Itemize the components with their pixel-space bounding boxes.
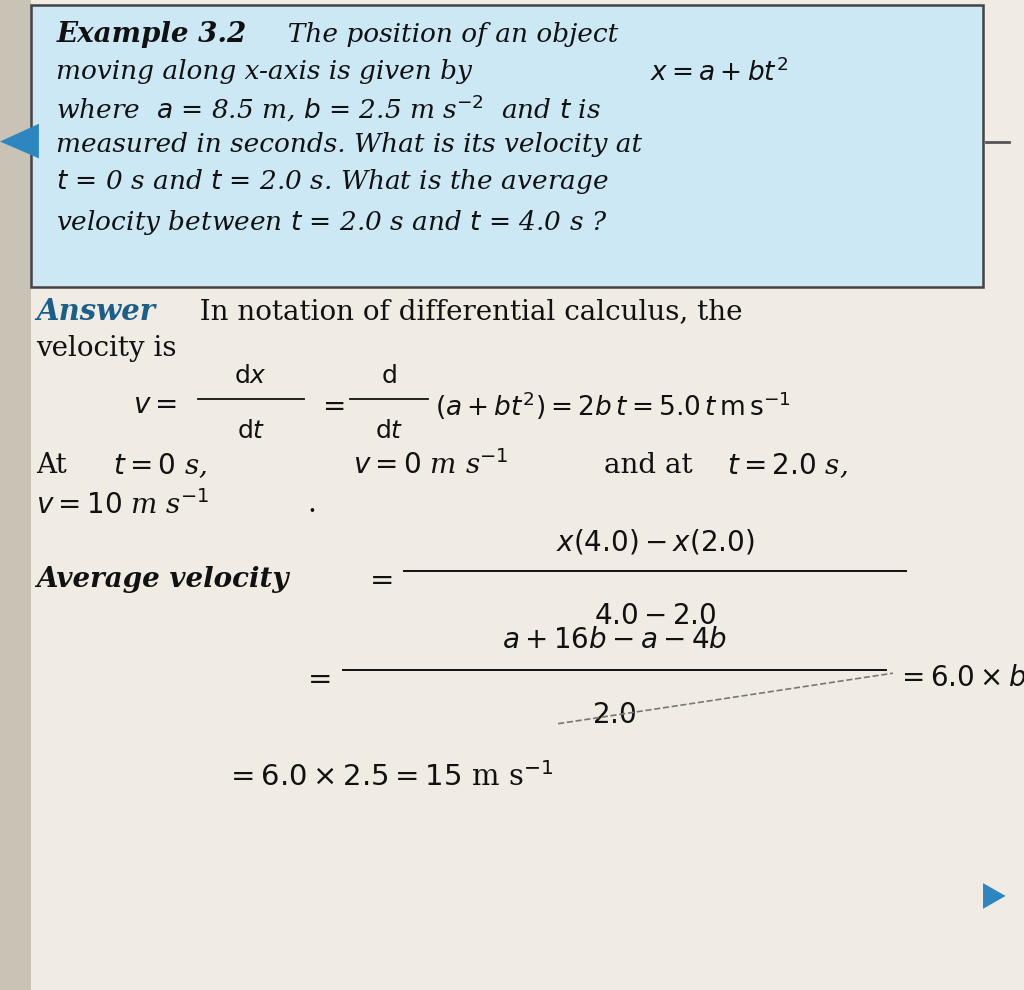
Text: velocity between $t$ = 2.0 s and $t$ = 4.0 s ?: velocity between $t$ = 2.0 s and $t$ = 4… [56,208,607,238]
Text: $t = 2.0$ s,: $t = 2.0$ s, [727,450,848,480]
Text: $v =$: $v =$ [133,392,177,420]
Text: $=$: $=$ [364,565,392,593]
Text: $= 6.0 \times b$: $= 6.0 \times b$ [896,664,1024,692]
Text: $t$ = 0 s and $t$ = 2.0 s. What is the average: $t$ = 0 s and $t$ = 2.0 s. What is the a… [56,166,609,196]
Text: $v = 0$ m s$^{-1}$: $v = 0$ m s$^{-1}$ [353,450,509,480]
Text: $2.0$: $2.0$ [592,702,637,730]
Text: velocity is: velocity is [36,335,176,362]
Text: $=$: $=$ [302,664,331,692]
Text: Average velocity: Average velocity [36,565,289,593]
Text: Answer: Answer [36,297,155,327]
Polygon shape [0,124,39,158]
Text: $\mathrm{d}t$: $\mathrm{d}t$ [237,420,265,444]
Text: $a + 16b - a - 4b$: $a + 16b - a - 4b$ [502,627,727,654]
Text: $(a + bt^2) = 2b\,t = 5.0\,t\,\mathrm{m\,s}^{-1}$: $(a + bt^2) = 2b\,t = 5.0\,t\,\mathrm{m\… [435,390,791,422]
Bar [31,5,983,287]
Text: $t = 0$ s,: $t = 0$ s, [113,450,207,480]
Text: $\mathrm{d}$: $\mathrm{d}$ [381,364,397,388]
Text: $= 6.0 \times 2.5 = 15$ m s$^{-1}$: $= 6.0 \times 2.5 = 15$ m s$^{-1}$ [225,762,554,792]
Text: and at: and at [604,451,693,479]
Text: $v = 10$ m s$^{-1}$: $v = 10$ m s$^{-1}$ [36,490,209,520]
Text: where  $a$ = 8.5 m, $b$ = 2.5 m s$^{-2}$  and $t$ is: where $a$ = 8.5 m, $b$ = 2.5 m s$^{-2}$ … [56,92,601,124]
Text: Example 3.2: Example 3.2 [56,21,247,49]
Text: The position of an object: The position of an object [271,22,618,48]
Text: $\mathrm{d}x$: $\mathrm{d}x$ [234,364,267,388]
Polygon shape [983,883,1006,909]
Bar [0,0,31,990]
Text: At: At [36,451,67,479]
Text: $4.0 - 2.0$: $4.0 - 2.0$ [594,603,717,631]
Text: measured in seconds. What is its velocity at: measured in seconds. What is its velocit… [56,132,642,157]
Text: $\mathrm{d}t$: $\mathrm{d}t$ [375,420,403,444]
Text: moving along x-axis is given by: moving along x-axis is given by [56,58,472,84]
Text: $x(4.0) - x(2.0)$: $x(4.0) - x(2.0)$ [556,527,755,556]
Text: $=$: $=$ [317,392,345,420]
Text: .: . [307,491,316,519]
Text: $x = a + bt^2$: $x = a + bt^2$ [650,57,788,85]
Text: In notation of differential calculus, the: In notation of differential calculus, th… [182,298,742,326]
